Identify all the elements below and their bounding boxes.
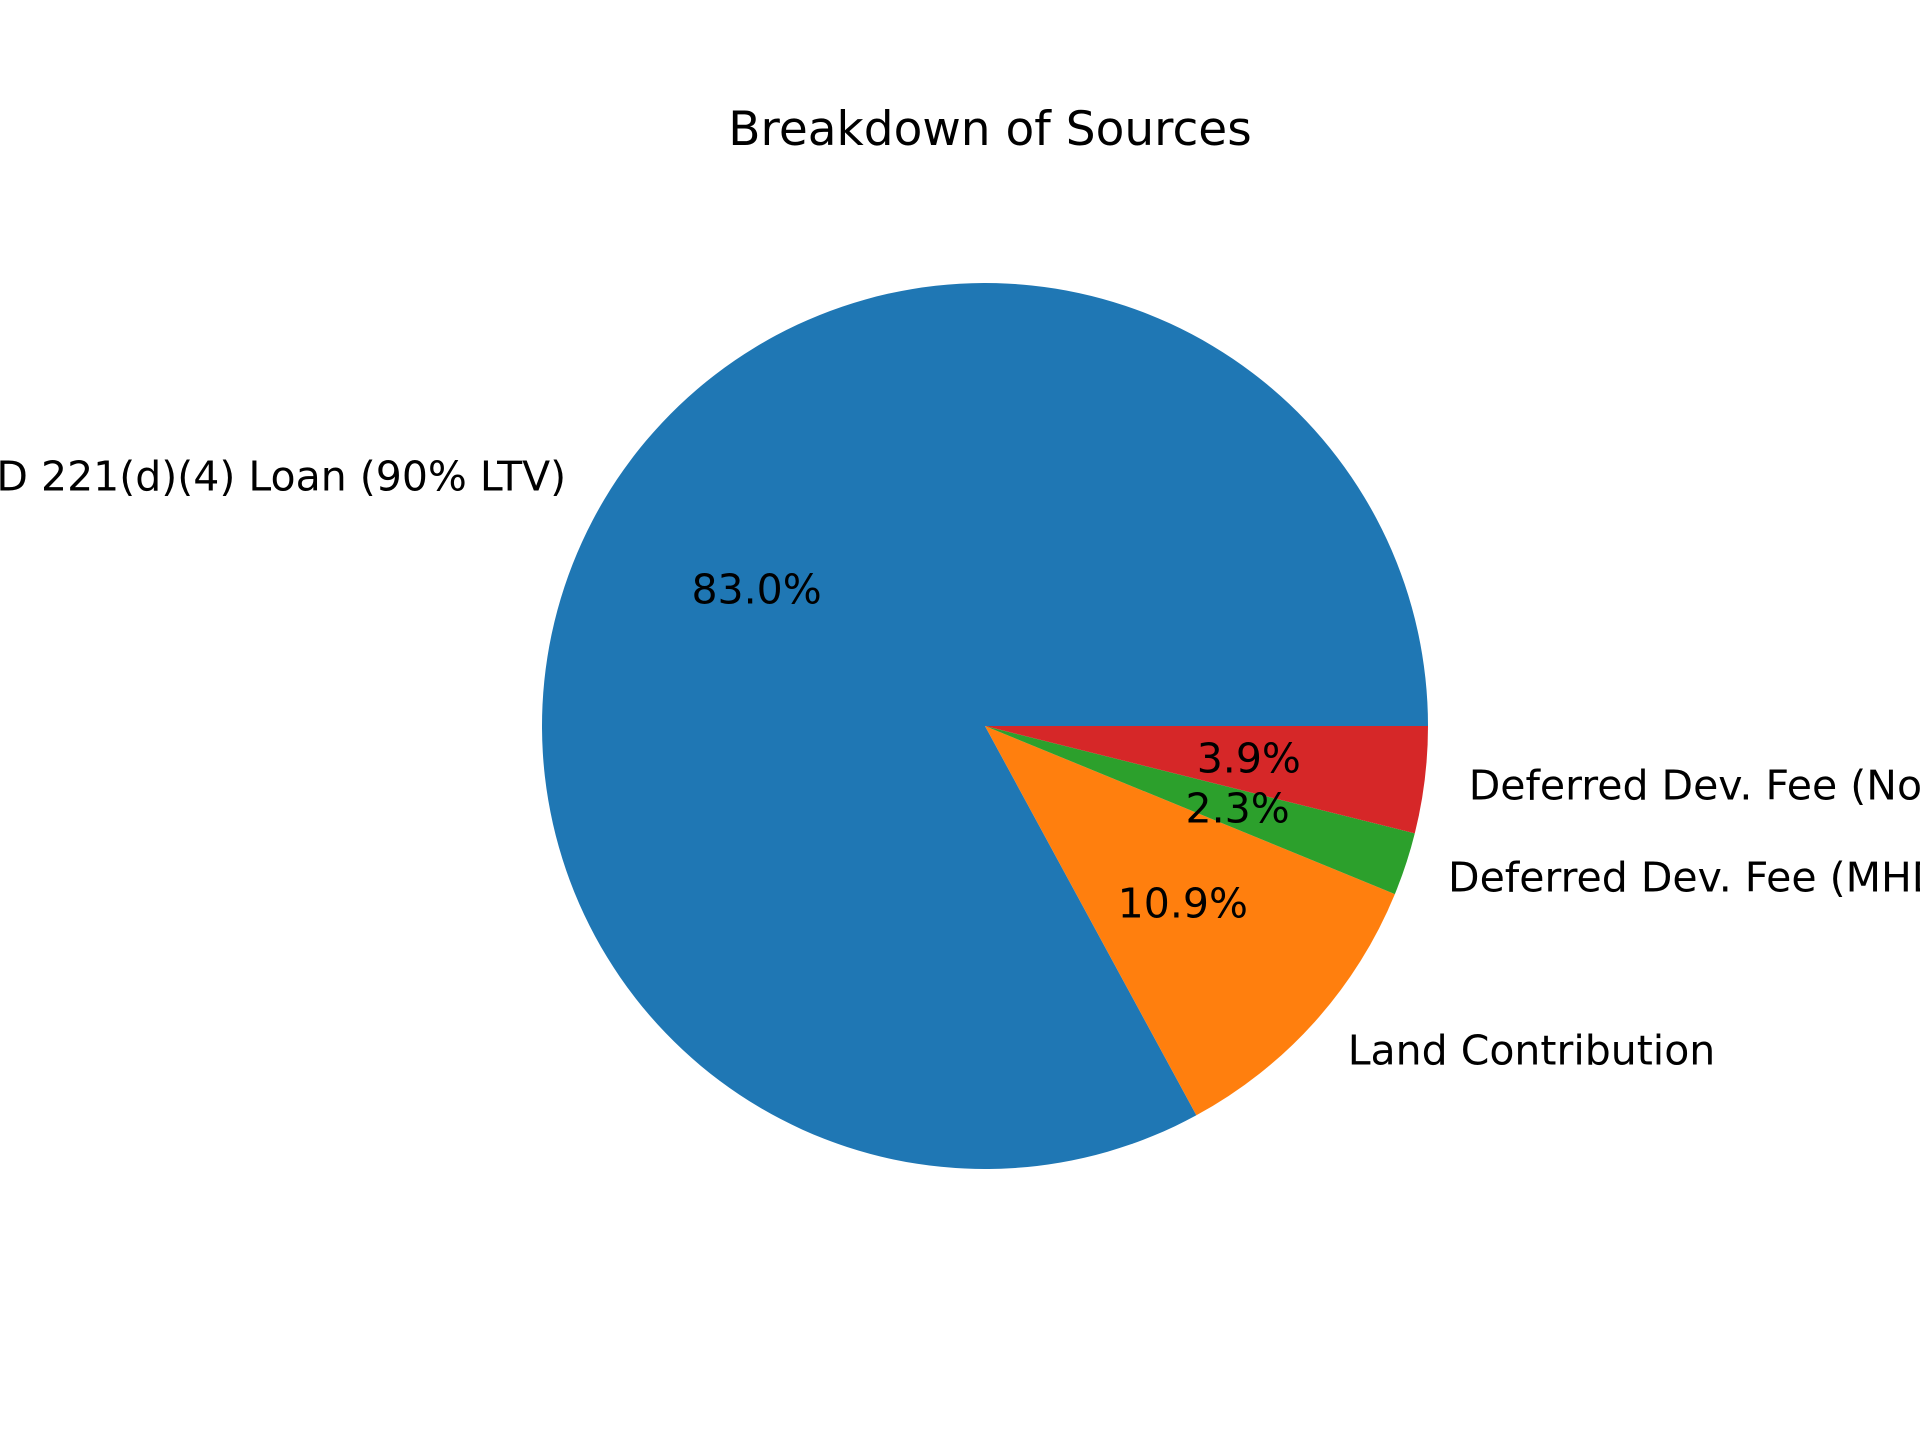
- pct-label-1: 10.9%: [1117, 879, 1248, 927]
- pct-label-0: 83.0%: [691, 565, 822, 614]
- slice-label-1: Land Contribution: [1347, 1026, 1716, 1075]
- chart-title: Breakdown of Sources: [728, 102, 1252, 157]
- pie-slice-3: [985, 726, 1428, 834]
- pct-label-2: 2.3%: [1185, 784, 1290, 833]
- slice-label-3: Deferred Dev. Fee (Non-MHDC): [1468, 761, 1920, 809]
- pie-slice-0: [542, 282, 1428, 1169]
- pct-label-3: 3.9%: [1196, 734, 1301, 782]
- pie-slice-1: [985, 726, 1395, 1116]
- pie-slice-2: [985, 726, 1415, 895]
- slice-label-0: HUD 221(d)(4) Loan (90% LTV): [0, 452, 567, 501]
- slice-label-2: Deferred Dev. Fee (MHDC): [1448, 853, 1920, 902]
